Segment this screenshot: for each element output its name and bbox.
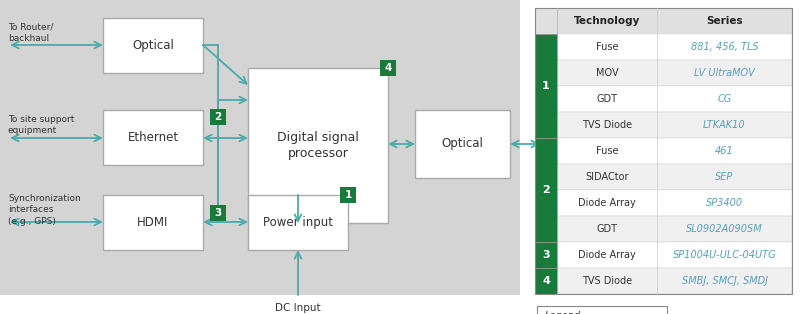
Text: Optical: Optical xyxy=(132,39,174,52)
Bar xyxy=(0,0,520,295)
Bar xyxy=(557,190,792,216)
Text: LV UltraMOV: LV UltraMOV xyxy=(694,68,755,78)
Text: 3: 3 xyxy=(542,250,550,260)
Bar xyxy=(557,86,792,112)
Bar xyxy=(535,138,557,242)
Text: To site support
equipment: To site support equipment xyxy=(8,115,74,135)
Bar xyxy=(557,138,792,164)
Bar xyxy=(340,187,356,203)
Bar xyxy=(535,8,792,34)
Text: 881, 456, TLS: 881, 456, TLS xyxy=(690,42,758,52)
Text: 461: 461 xyxy=(715,146,734,156)
Text: Ethernet: Ethernet xyxy=(127,131,178,144)
Bar xyxy=(557,34,792,60)
Bar xyxy=(535,34,557,138)
Text: Legend:: Legend: xyxy=(545,311,584,314)
Text: GDT: GDT xyxy=(597,224,618,234)
Text: Fuse: Fuse xyxy=(596,146,618,156)
Text: CG: CG xyxy=(718,94,732,104)
Bar xyxy=(557,112,792,138)
Text: SMBJ, SMCJ, SMDJ: SMBJ, SMCJ, SMDJ xyxy=(682,276,767,286)
Text: SP1004U-ULC-04UTG: SP1004U-ULC-04UTG xyxy=(673,250,776,260)
Text: Digital signal
processor: Digital signal processor xyxy=(277,132,359,160)
Text: 4: 4 xyxy=(384,63,392,73)
Bar xyxy=(248,68,388,223)
Bar xyxy=(415,110,510,178)
Text: 2: 2 xyxy=(542,185,550,195)
Text: LTKAK10: LTKAK10 xyxy=(703,120,746,130)
Text: TVS Diode: TVS Diode xyxy=(582,120,632,130)
Bar xyxy=(557,242,792,268)
Bar xyxy=(380,60,396,76)
Text: SEP: SEP xyxy=(715,172,734,182)
Text: DC Input: DC Input xyxy=(275,303,321,313)
Bar xyxy=(557,268,792,294)
Bar xyxy=(537,306,667,314)
Bar xyxy=(557,60,792,86)
Text: SL0902A090SM: SL0902A090SM xyxy=(686,224,763,234)
Text: MOV: MOV xyxy=(596,68,618,78)
Text: Technology: Technology xyxy=(574,16,640,26)
Text: 4: 4 xyxy=(542,276,550,286)
Bar xyxy=(210,109,226,125)
Text: Diode Array: Diode Array xyxy=(578,198,636,208)
Text: Series: Series xyxy=(706,16,743,26)
Bar xyxy=(103,110,203,165)
Text: SP3400: SP3400 xyxy=(706,198,743,208)
Text: Diode Array: Diode Array xyxy=(578,250,636,260)
Text: 1: 1 xyxy=(542,81,550,91)
Text: To Router/
backhaul: To Router/ backhaul xyxy=(8,23,54,43)
Text: 2: 2 xyxy=(214,112,222,122)
Text: TVS Diode: TVS Diode xyxy=(582,276,632,286)
Text: HDMI: HDMI xyxy=(138,216,169,229)
Text: To AAS: To AAS xyxy=(543,139,578,149)
Text: GDT: GDT xyxy=(597,94,618,104)
Bar xyxy=(535,242,557,268)
Bar xyxy=(535,268,557,294)
Text: Fuse: Fuse xyxy=(596,42,618,52)
Text: 3: 3 xyxy=(214,208,222,218)
Bar xyxy=(535,8,792,294)
Bar xyxy=(557,164,792,190)
Text: Optical: Optical xyxy=(442,138,483,150)
Bar xyxy=(103,195,203,250)
Text: SIDACtor: SIDACtor xyxy=(586,172,629,182)
Text: 1: 1 xyxy=(344,190,352,200)
Bar xyxy=(210,205,226,221)
Bar xyxy=(248,195,348,250)
Text: Synchronization
interfaces
(e.g., GPS): Synchronization interfaces (e.g., GPS) xyxy=(8,194,81,226)
Bar xyxy=(557,216,792,242)
Bar xyxy=(103,18,203,73)
Text: Power input: Power input xyxy=(263,216,333,229)
